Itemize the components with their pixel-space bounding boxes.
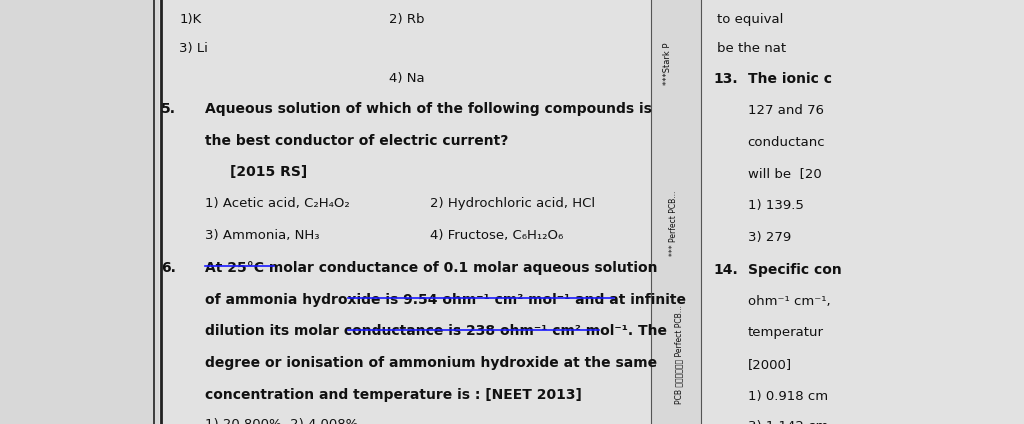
Text: the best conductor of electric current?: the best conductor of electric current?	[205, 134, 508, 148]
Text: 1) 20.800%  2) 4.008%: 1) 20.800% 2) 4.008%	[205, 418, 358, 424]
Text: ***Stark P: ***Stark P	[664, 42, 672, 85]
Text: 13.: 13.	[714, 72, 738, 86]
Text: PCB बोलेतो Perfect PCB...: PCB बोलेतो Perfect PCB...	[675, 305, 683, 404]
Text: 1) Acetic acid, C₂H₄O₂: 1) Acetic acid, C₂H₄O₂	[205, 197, 349, 210]
Bar	[651, 0, 701, 424]
Text: At 25°C molar conductance of 0.1 molar aqueous solution: At 25°C molar conductance of 0.1 molar a…	[205, 261, 657, 275]
Text: 1) 0.918 cm: 1) 0.918 cm	[748, 390, 827, 403]
Text: [2000]: [2000]	[748, 358, 792, 371]
Bar	[0, 0, 159, 424]
Text: 1)K: 1)K	[179, 13, 202, 26]
Text: 6.: 6.	[161, 261, 176, 275]
Text: 14.: 14.	[714, 263, 738, 277]
Text: 3) Li: 3) Li	[179, 42, 208, 56]
Text: 4) Na: 4) Na	[389, 72, 425, 85]
Text: 3) 1.142 cm: 3) 1.142 cm	[748, 420, 827, 424]
Text: 1) 139.5: 1) 139.5	[748, 199, 804, 212]
Text: The ionic c: The ionic c	[748, 72, 831, 86]
Text: *** Perfect PCB...: *** Perfect PCB...	[670, 191, 678, 256]
Text: 5.: 5.	[161, 102, 176, 116]
Text: dilution its molar conductance is 238 ohm⁻¹ cm² mol⁻¹. The: dilution its molar conductance is 238 oh…	[205, 324, 667, 338]
Text: concentration and temperature is : [NEET 2013]: concentration and temperature is : [NEET…	[205, 388, 582, 402]
Text: 127 and 76: 127 and 76	[748, 104, 823, 117]
Text: 3) 279: 3) 279	[748, 231, 791, 244]
Text: temperatur: temperatur	[748, 326, 823, 340]
Text: Specific con: Specific con	[748, 263, 842, 277]
Text: Aqueous solution of which of the following compounds is: Aqueous solution of which of the followi…	[205, 102, 651, 116]
Text: degree or ionisation of ammonium hydroxide at the same: degree or ionisation of ammonium hydroxi…	[205, 356, 657, 370]
Text: 3) Ammonia, NH₃: 3) Ammonia, NH₃	[205, 229, 319, 242]
Text: be the nat: be the nat	[717, 42, 786, 56]
Text: conductanc: conductanc	[748, 136, 825, 149]
Text: 2) Hydrochloric acid, HCl: 2) Hydrochloric acid, HCl	[430, 197, 595, 210]
Text: [2015 RS]: [2015 RS]	[230, 165, 307, 179]
Text: will be  [20: will be [20	[748, 167, 821, 181]
Text: of ammonia hydroxide is 9.54 ohm⁻¹ cm² mol⁻¹ and at infinite: of ammonia hydroxide is 9.54 ohm⁻¹ cm² m…	[205, 293, 686, 307]
Text: ohm⁻¹ cm⁻¹,: ohm⁻¹ cm⁻¹,	[748, 295, 830, 308]
Text: 2) Rb: 2) Rb	[389, 13, 425, 26]
Text: 4) Fructose, C₆H₁₂O₆: 4) Fructose, C₆H₁₂O₆	[430, 229, 563, 242]
Text: to equival: to equival	[717, 13, 783, 26]
